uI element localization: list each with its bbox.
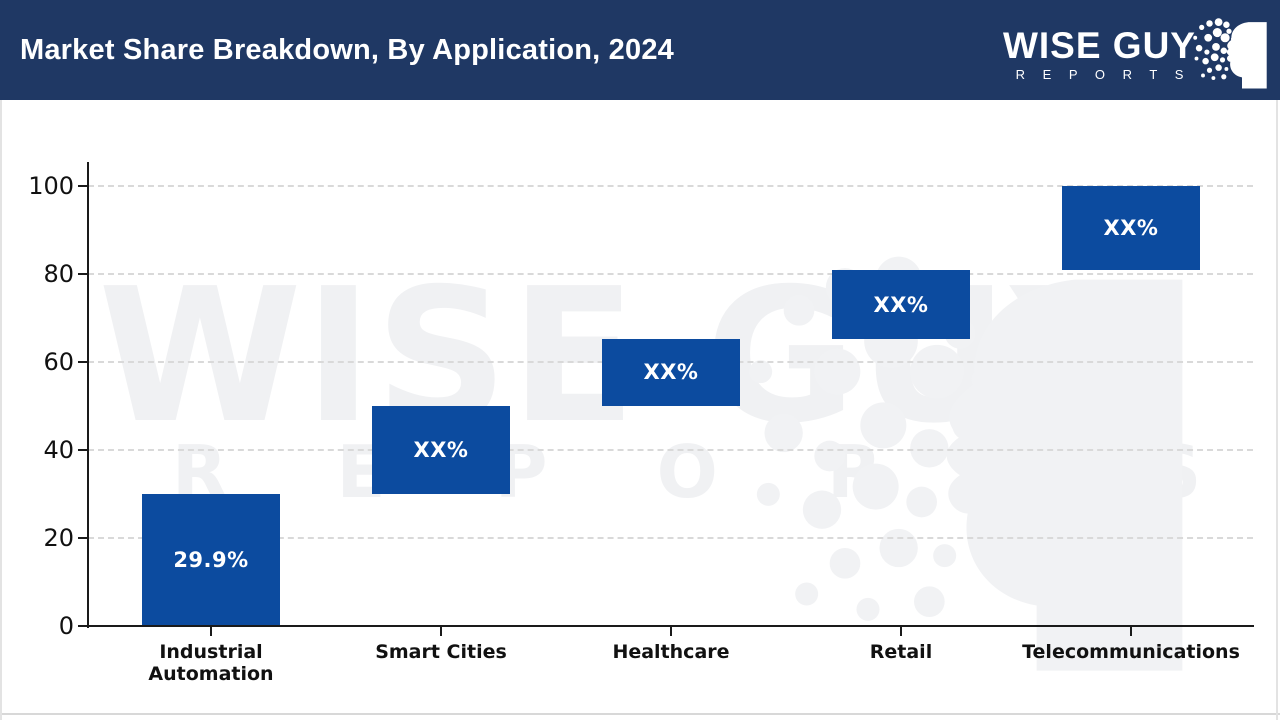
x-tick-label-industrial-automation: Industrial Automation <box>148 641 274 686</box>
header-bar: Market Share Breakdown, By Application, … <box>0 0 1280 100</box>
x-axis-line <box>86 624 1254 627</box>
page-left-rule <box>0 100 2 720</box>
x-tick-retail <box>899 627 903 636</box>
bar-value-label-industrial-automation: 29.9% <box>173 548 249 573</box>
logo-tagline: R E P O R T S <box>1015 66 1191 82</box>
bar-value-label-healthcare: XX% <box>643 360 699 385</box>
y-tick-80 <box>78 272 88 276</box>
page-bottom-rule <box>0 713 1280 715</box>
logo: WISE GUY R E P O R T S <box>1003 12 1268 96</box>
bar-value-label-telecommunications: XX% <box>1103 216 1159 241</box>
y-tick-label-60: 60 <box>43 348 74 376</box>
x-tick-telecommunications <box>1129 627 1133 636</box>
page-right-rule <box>1276 100 1278 720</box>
y-tick-20 <box>78 536 88 540</box>
y-gridline-100 <box>88 185 1253 187</box>
y-gridline-20 <box>88 537 1253 539</box>
x-tick-label-smart-cities: Smart Cities <box>375 641 507 663</box>
logo-wordmark: WISE GUY <box>1002 24 1196 66</box>
x-tick-healthcare <box>669 627 673 636</box>
y-tick-40 <box>78 448 88 452</box>
bar-telecommunications: XX% <box>1062 186 1200 271</box>
x-tick-label-retail: Retail <box>869 641 933 663</box>
bar-smart-cities: XX% <box>372 405 510 495</box>
bar-retail: XX% <box>832 270 970 340</box>
page-title: Market Share Breakdown, By Application, … <box>20 33 674 66</box>
y-tick-label-40: 40 <box>43 436 74 464</box>
chart-region: WISE GUY R E P O R T S 02040608010029.9%… <box>0 100 1280 720</box>
y-axis-line <box>86 162 89 628</box>
x-tick-label-telecommunications: Telecommunications <box>1022 641 1240 663</box>
logo-text: WISE GUY R E P O R T S <box>1003 27 1196 82</box>
x-tick-smart-cities <box>439 627 443 636</box>
y-tick-0 <box>78 624 88 628</box>
x-tick-industrial-automation <box>209 627 213 636</box>
y-tick-label-100: 100 <box>28 172 74 200</box>
y-gridline-40 <box>88 449 1253 451</box>
y-tick-60 <box>78 360 88 364</box>
y-tick-label-0: 0 <box>58 612 74 640</box>
x-tick-label-healthcare: Healthcare <box>612 641 730 663</box>
y-gridline-80 <box>88 273 1253 275</box>
bar-healthcare: XX% <box>602 339 740 406</box>
y-tick-label-20: 20 <box>43 524 74 552</box>
bar-value-label-retail: XX% <box>873 292 929 317</box>
bar-industrial-automation: 29.9% <box>142 494 280 626</box>
y-tick-100 <box>78 184 88 188</box>
dotted-head-icon <box>1193 18 1267 89</box>
bar-value-label-smart-cities: XX% <box>413 437 469 462</box>
y-tick-label-80: 80 <box>43 260 74 288</box>
